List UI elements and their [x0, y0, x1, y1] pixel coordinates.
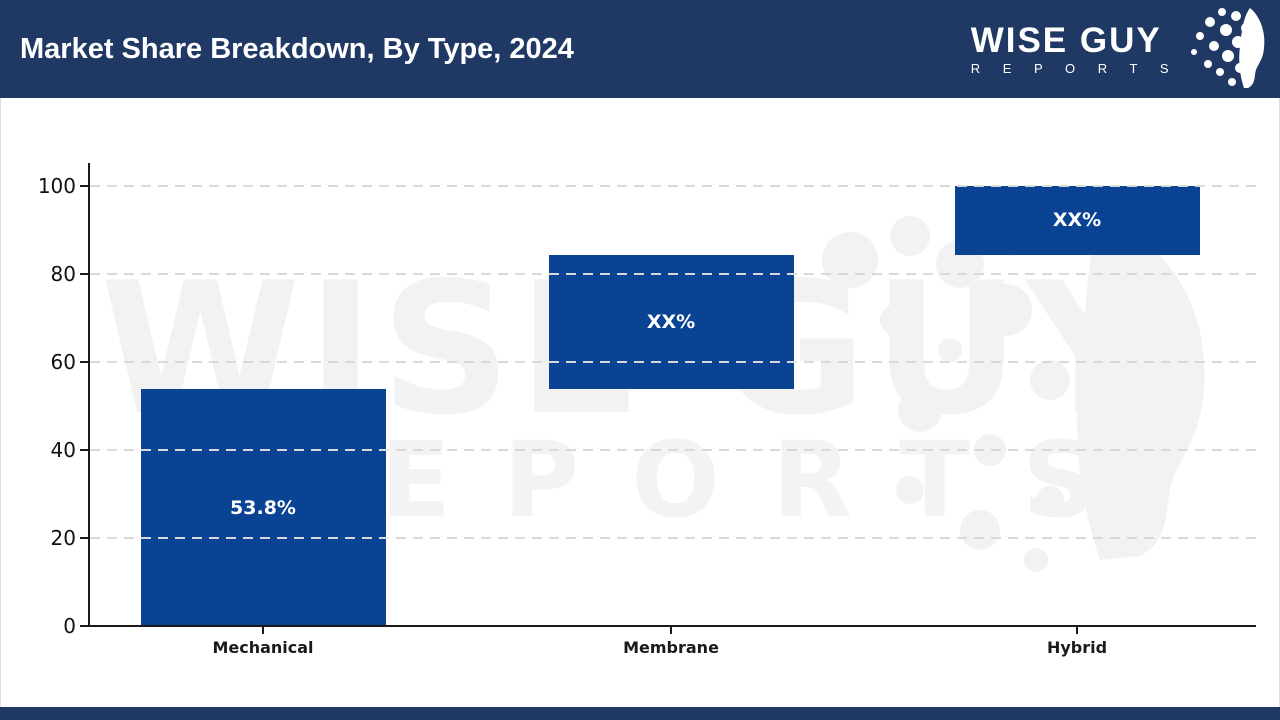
logo-wordmark-block: WISE GUY R E P O R T S: [971, 23, 1178, 76]
x-category-label-hybrid: Hybrid: [1046, 638, 1108, 657]
logo-wordmark: WISE GUY: [970, 20, 1162, 60]
y-tick: [80, 537, 88, 539]
y-tick: [80, 273, 88, 275]
y-tick-label: 40: [50, 438, 76, 462]
header-bar: Market Share Breakdown, By Type, 2024 WI…: [0, 0, 1280, 98]
logo-subtext: R E P O R T S: [970, 60, 1178, 76]
y-tick: [80, 449, 88, 451]
x-tick: [1076, 627, 1078, 634]
x-tick: [670, 627, 672, 634]
bar-value-label: XX%: [646, 310, 696, 333]
left-edge-line: [0, 98, 1, 707]
x-category-label-membrane: Membrane: [623, 638, 719, 657]
x-category-label-mechanical: Mechanical: [212, 638, 314, 657]
y-tick: [80, 361, 88, 363]
dotted-face-profile-icon: [1180, 2, 1266, 96]
gridline-80: [90, 273, 1256, 275]
y-tick-label: 60: [50, 350, 76, 374]
gridline-20: [90, 537, 1256, 539]
y-tick-label: 80: [50, 262, 76, 286]
chart: 53.8% XX% XX% 0 20 40 60 80 100 Mechanical Membran…: [0, 98, 1280, 707]
gridline-100: [90, 185, 1256, 187]
y-axis-line: [88, 163, 90, 626]
brand-logo: WISE GUY R E P O R T S: [971, 2, 1280, 96]
gridline-60: [90, 361, 1256, 363]
bar-membrane: XX%: [548, 254, 794, 390]
x-axis-line: [88, 625, 1256, 627]
y-tick-label: 100: [37, 174, 76, 198]
bar-value-label: 53.8%: [230, 496, 296, 519]
watermark-text-line2: REPORTS: [248, 419, 1150, 541]
footer-bar: [0, 707, 1280, 720]
bar-hybrid: XX%: [954, 186, 1200, 255]
x-tick: [262, 627, 264, 634]
y-tick-label: 20: [50, 526, 76, 550]
page-title: Market Share Breakdown, By Type, 2024: [20, 32, 574, 65]
bar-value-label: XX%: [1052, 209, 1102, 232]
bar-mechanical: 53.8%: [140, 389, 386, 626]
y-tick: [80, 625, 88, 627]
y-tick: [80, 185, 88, 187]
y-tick-label: 0: [63, 614, 76, 638]
gridline-40: [90, 449, 1256, 451]
